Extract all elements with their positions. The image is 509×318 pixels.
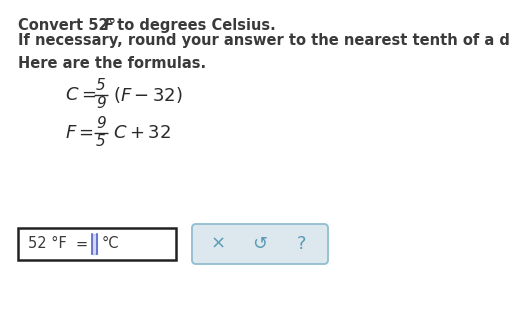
Text: ↺: ↺ — [252, 235, 268, 253]
Text: to degrees Celsius.: to degrees Celsius. — [112, 18, 276, 33]
Bar — [92, 234, 97, 254]
Text: 9: 9 — [96, 116, 106, 132]
Text: 52 °F: 52 °F — [28, 237, 67, 252]
Text: $C+32$: $C+32$ — [113, 124, 171, 142]
Text: °C: °C — [102, 237, 120, 252]
Text: Convert 52°: Convert 52° — [18, 18, 116, 33]
Text: F: F — [104, 18, 114, 33]
Text: 5: 5 — [96, 135, 106, 149]
Text: ×: × — [210, 235, 225, 253]
FancyBboxPatch shape — [18, 228, 176, 260]
Text: $C=$: $C=$ — [65, 86, 96, 104]
Text: If necessary, round your answer to the nearest tenth of a degree.: If necessary, round your answer to the n… — [18, 33, 509, 48]
Text: ?: ? — [297, 235, 307, 253]
Text: Here are the formulas.: Here are the formulas. — [18, 56, 206, 71]
FancyBboxPatch shape — [192, 224, 328, 264]
Text: 5: 5 — [96, 79, 106, 93]
Text: =: = — [76, 237, 88, 252]
Text: $(F-32)$: $(F-32)$ — [113, 85, 183, 105]
Text: $F=$: $F=$ — [65, 124, 94, 142]
Text: 9: 9 — [96, 96, 106, 112]
